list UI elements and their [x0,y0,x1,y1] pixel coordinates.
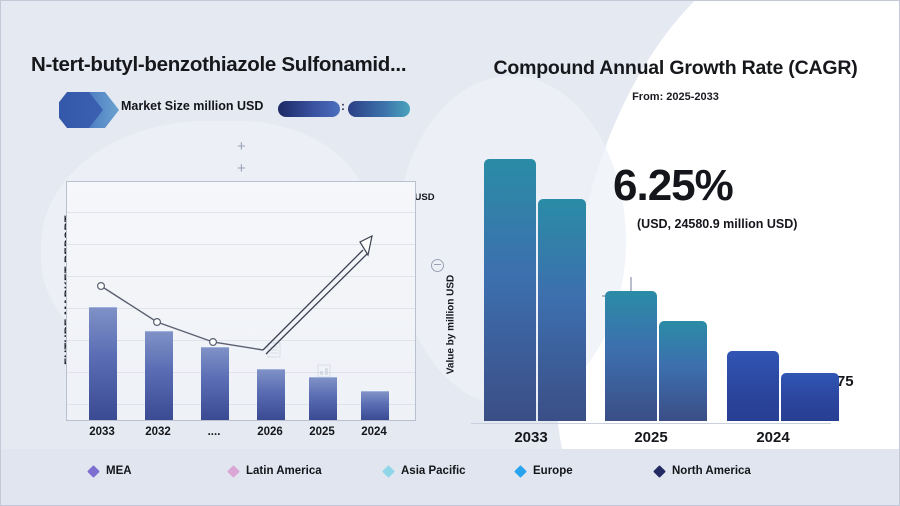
legend-item[interactable]: Asia Pacific [382,464,466,478]
left-bar [201,347,229,420]
legend-label: MEA [106,465,132,477]
left-x-tick: 2025 [309,426,335,438]
right-x-tick: 2024 [756,429,790,446]
right-bar [538,199,586,421]
right-bar [727,351,779,421]
right-chart-title: Compound Annual Growth Rate (CAGR) [493,57,858,79]
right-x-tick: 2025 [634,429,668,446]
legend-label: Asia Pacific [401,465,466,477]
left-x-tick: 2033 [89,426,115,438]
legend-item[interactable]: Europe [514,464,573,478]
legend-diamond-icon [382,464,395,478]
legend-pill-secondary [348,101,410,117]
left-bar [361,391,389,420]
legend-label: Europe [533,465,573,477]
right-chart-baseline [471,423,831,424]
region-legend: MEA Latin America Asia Pacific Europe North … [61,464,851,489]
left-bar [257,369,285,420]
document-ghost-icon [267,342,281,358]
hexagon-logo-icon [59,92,119,128]
legend-pill-separator: : [341,99,345,113]
legend-item[interactable]: North America [653,464,751,478]
right-chart-subtitle: From: 2025-2033 [632,91,719,103]
legend-label: Latin America [246,465,322,477]
left-x-tick: 2024 [361,426,387,438]
legend-diamond-icon [653,464,666,478]
plus-marker-one: + [237,138,246,155]
right-x-tick: 2033 [514,429,548,446]
legend-diamond-icon [87,464,100,478]
left-x-tick: .... [207,426,221,438]
left-chart-title: N-tert-butyl-benzothiazole Sulfonamid... [31,53,407,76]
plus-marker-two: + [237,160,246,177]
cagr-subtext: (USD, 24580.9 million USD) [637,217,798,231]
legend-diamond-icon [227,464,240,478]
market-size-label: Market Size million USD [121,99,264,113]
right-bar [484,159,536,421]
right-bar [605,291,657,421]
trend-marker [152,318,161,327]
left-x-tick: 2026 [257,426,283,438]
legend-item[interactable]: MEA [87,464,132,478]
left-bar [145,331,173,420]
left-chart-plot-area [66,181,416,421]
legend-diamond-icon [514,464,527,478]
left-bar [89,307,117,420]
legend-pill-primary [278,101,340,117]
cagr-value: 6.25% [613,161,734,210]
legend-item[interactable]: Latin America [227,464,322,478]
left-bar [309,377,337,420]
left-x-tick: 2032 [145,426,171,438]
minus-circle-icon [431,259,444,272]
trend-marker [97,281,106,290]
right-bar [659,321,707,421]
left-trend-line [97,234,373,355]
legend-band [1,449,899,505]
trend-marker [209,338,218,347]
legend-label: North America [672,465,751,477]
right-bar [781,373,839,421]
right-axis-title: Value by million USD [445,274,457,375]
